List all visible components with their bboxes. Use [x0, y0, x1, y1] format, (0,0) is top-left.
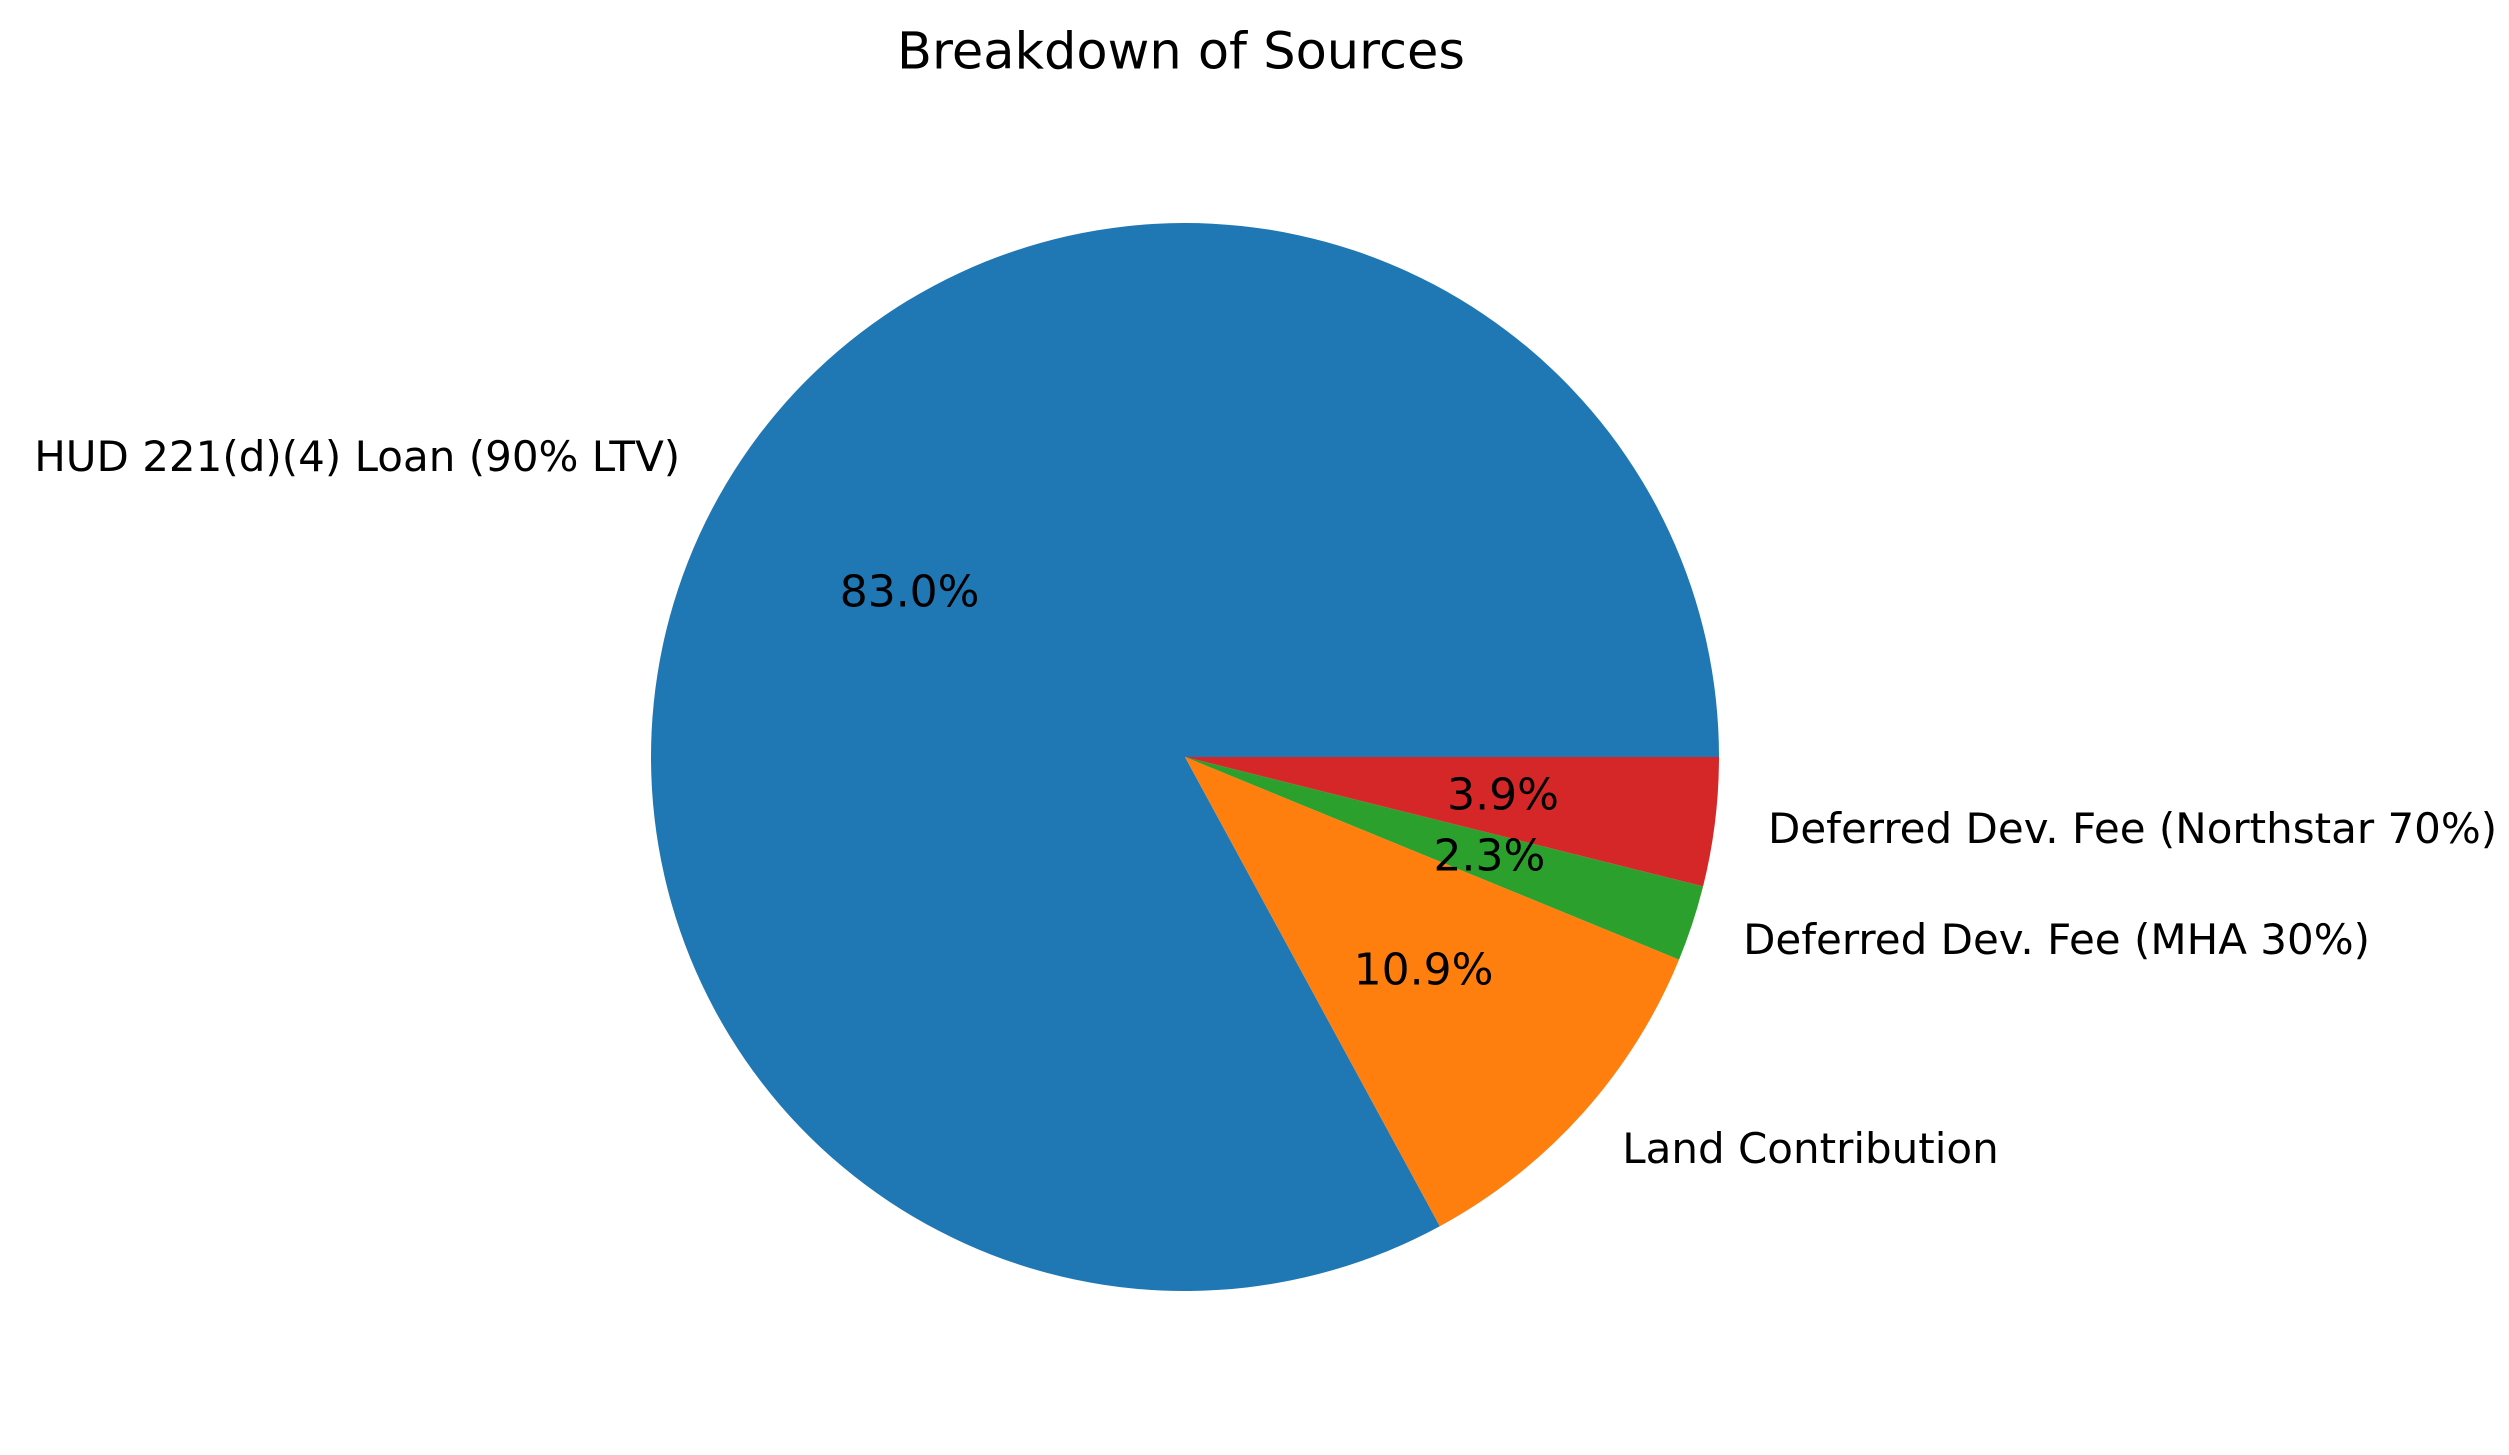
pie-slice-1	[650, 223, 1719, 1292]
chart-title: Breakdown of Sources	[897, 22, 1465, 82]
pie-slice-3	[1185, 757, 1704, 960]
pie-slice-4	[1185, 757, 1719, 887]
pie-slice-2	[1185, 757, 1680, 1227]
